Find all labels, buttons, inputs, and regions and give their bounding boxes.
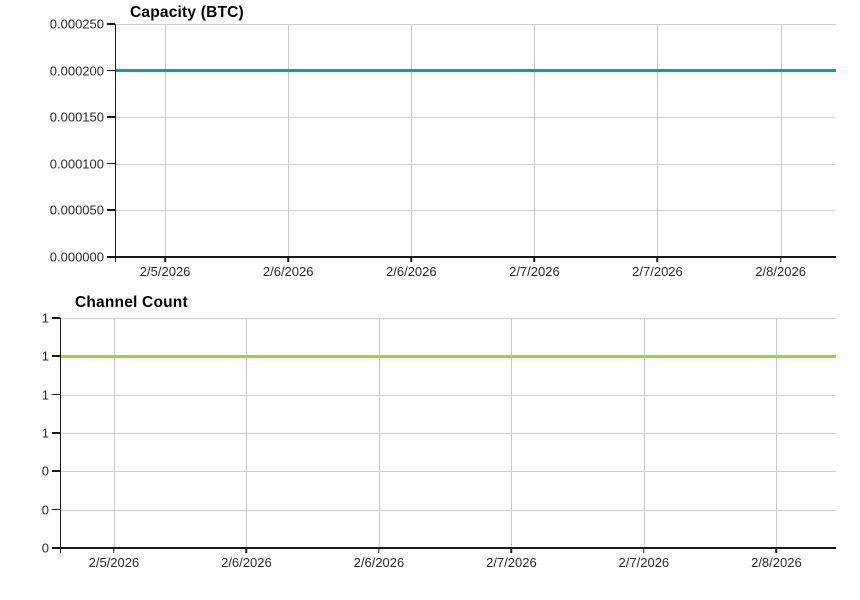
y-axis-tick-label: 0.000100: [49, 156, 104, 172]
gridline-vertical: [657, 24, 659, 257]
series-line[interactable]: [115, 69, 836, 73]
y-tick-mark: [107, 256, 115, 258]
x-tick-mark: [164, 257, 166, 262]
x-axis-tick-label: 2/5/2026: [88, 555, 140, 570]
y-tick-mark: [107, 69, 115, 72]
x-axis-tick-label: 2/8/2026: [755, 264, 806, 279]
y-axis-tick-label: 0.000250: [49, 16, 104, 32]
gridline-horizontal: [115, 24, 836, 25]
gridline-horizontal: [115, 163, 836, 165]
y-tick-mark: [107, 116, 115, 118]
y-tick-mark: [107, 162, 115, 165]
y-axis-line: [59, 318, 61, 553]
gridline-vertical: [288, 24, 290, 257]
x-axis-line: [115, 256, 836, 258]
y-axis-tick-label: 0.000000: [49, 249, 104, 265]
y-axis-tick-label: 1: [41, 348, 49, 364]
x-tick-mark: [643, 548, 645, 553]
gridline-vertical: [534, 24, 536, 257]
gridline-vertical: [165, 24, 167, 257]
channel-count-chart-title: Channel Count: [75, 294, 188, 311]
y-tick-mark: [107, 23, 115, 25]
gridline-horizontal: [115, 117, 836, 119]
y-tick-mark: [52, 547, 60, 549]
x-axis-tick-label: 2/6/2026: [353, 555, 405, 570]
x-tick-mark: [245, 548, 248, 553]
gridline-horizontal: [60, 318, 836, 319]
y-axis-line: [114, 24, 116, 262]
x-tick-mark: [779, 257, 782, 262]
x-axis-tick-label: 2/6/2026: [262, 264, 314, 279]
gridline-horizontal: [60, 471, 836, 473]
capacity-plot-area[interactable]: 0.000250 0.000200 0.000150 0.000100 0.000050…: [50, 17, 836, 279]
x-tick-mark: [287, 257, 289, 262]
x-axis-tick-label: 2/7/2026: [509, 264, 560, 279]
y-axis-tick-label: 0.000200: [49, 63, 104, 79]
x-axis-line: [60, 547, 836, 549]
y-axis-tick-label: 0: [41, 502, 49, 518]
y-tick-mark: [107, 209, 115, 211]
y-tick-mark: [52, 393, 60, 396]
y-axis-tick-label: 1: [41, 310, 49, 326]
x-axis-tick-label: 2/6/2026: [386, 264, 437, 279]
channel-count-plot-area[interactable]: 1 1 1 1 0 0 0 2/5/2026 2/6/2026 2/6/2026 2/7/2026 2…: [42, 311, 836, 570]
y-axis-tick-label: 0.000150: [49, 109, 104, 125]
y-tick-mark: [52, 355, 60, 357]
gridline-horizontal: [60, 433, 836, 434]
x-axis-tick-label: 2/7/2026: [486, 555, 537, 570]
x-axis-tick-label: 2/7/2026: [618, 555, 670, 570]
y-tick-mark: [52, 470, 60, 472]
x-axis-tick-label: 2/5/2026: [139, 264, 191, 279]
y-axis-tick-label: 0: [41, 540, 49, 556]
gridline-vertical: [411, 24, 413, 257]
series-line[interactable]: [60, 354, 836, 358]
y-tick-mark: [52, 432, 60, 434]
capacity-chart-title: Capacity (BTC): [130, 4, 244, 21]
x-axis-tick-label: 2/8/2026: [751, 555, 802, 570]
gridline-horizontal: [115, 210, 836, 212]
x-tick-mark: [775, 548, 778, 553]
x-axis-tick-label: 2/6/2026: [221, 555, 272, 570]
y-axis-tick-label: 0: [41, 463, 49, 479]
gridline-vertical: [780, 24, 782, 257]
gridline-horizontal: [60, 394, 836, 396]
x-tick-mark: [378, 548, 380, 553]
x-tick-mark: [533, 257, 536, 262]
y-axis-tick-label: 0.000050: [49, 202, 104, 218]
gridline-horizontal: [60, 509, 836, 511]
x-tick-mark: [113, 548, 115, 553]
x-tick-mark: [510, 548, 513, 553]
y-axis-tick-label: 1: [41, 387, 49, 403]
y-tick-mark: [52, 317, 60, 319]
y-tick-mark: [52, 508, 60, 511]
x-tick-mark: [410, 257, 413, 262]
x-axis-tick-label: 2/7/2026: [632, 264, 683, 279]
x-tick-mark: [656, 257, 659, 262]
y-axis-tick-label: 1: [41, 425, 49, 441]
